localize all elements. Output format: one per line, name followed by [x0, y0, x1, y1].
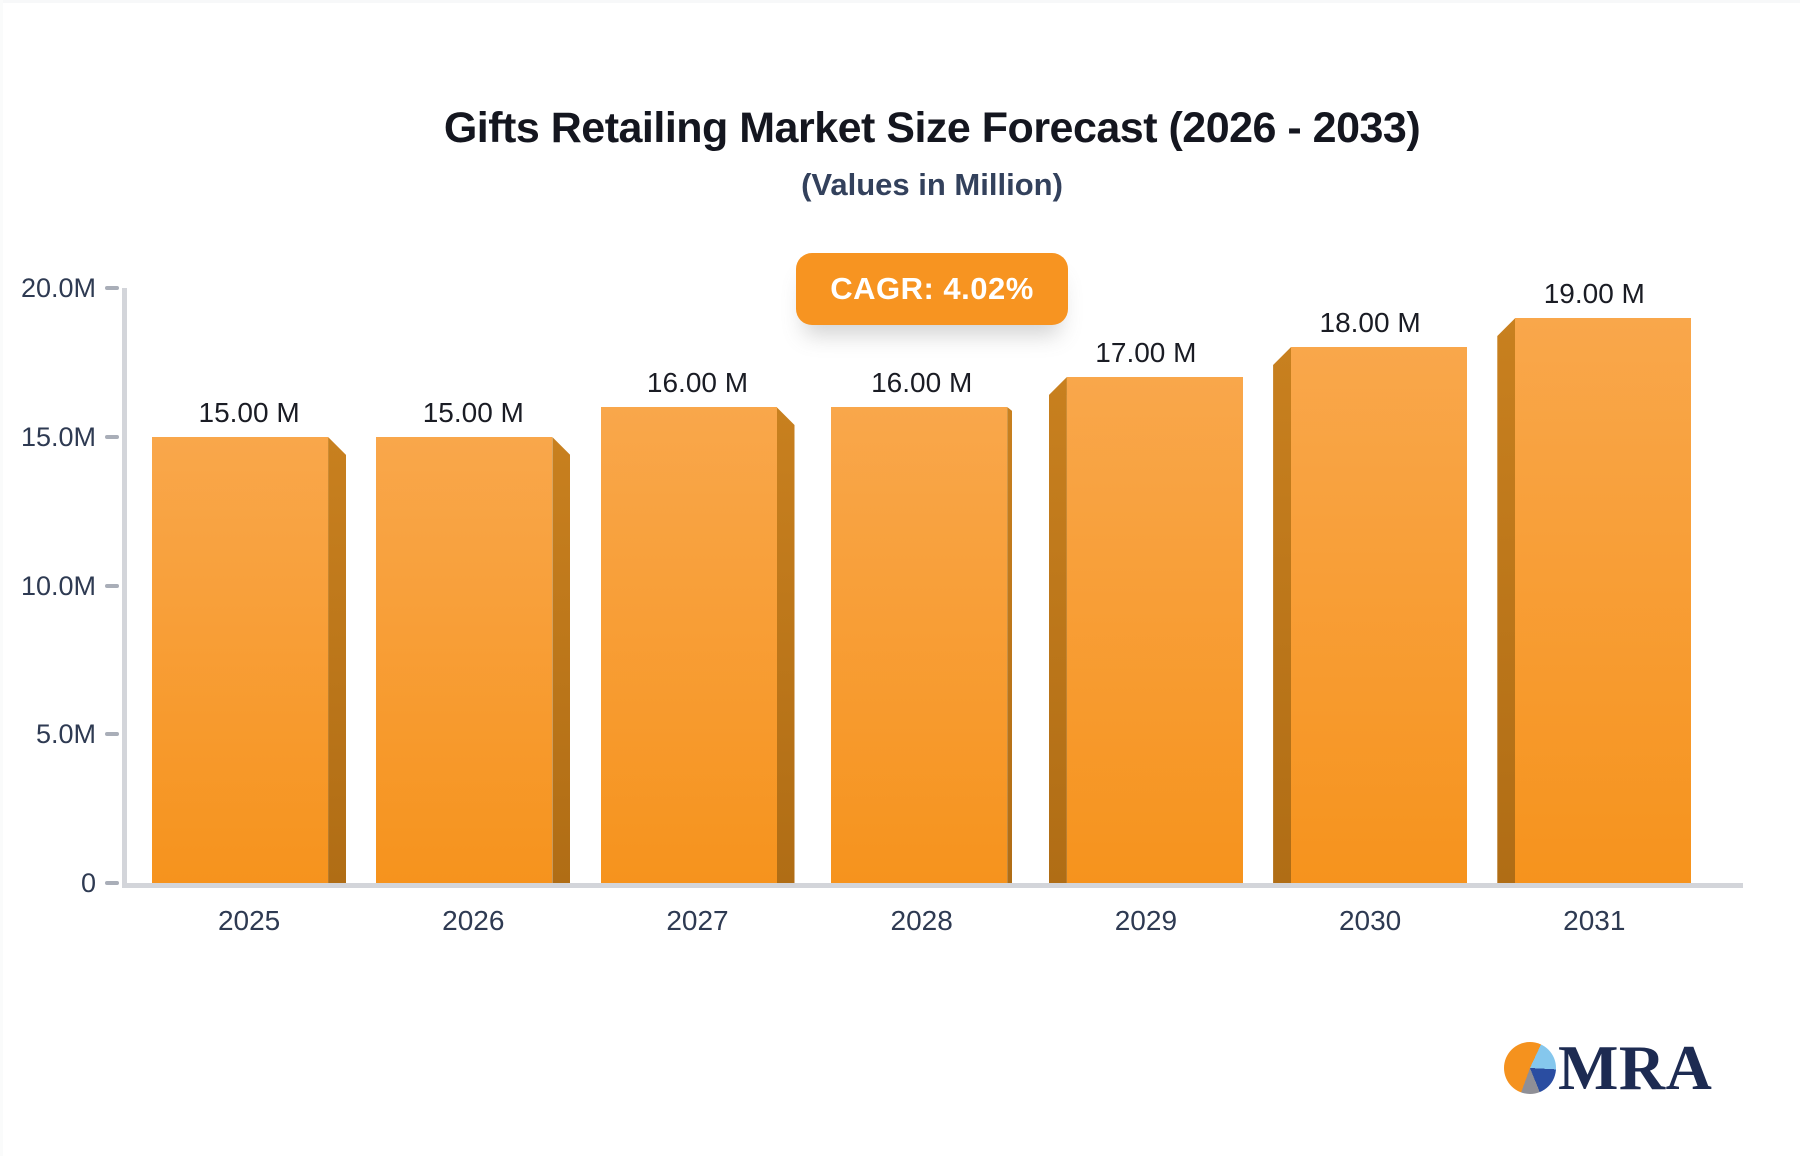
bar-face [1515, 318, 1692, 883]
canvas-edge-left [0, 0, 3, 1156]
x-axis-label-2028: 2028 [890, 905, 953, 936]
bar-side-face [776, 407, 795, 883]
canvas-edge-top [0, 0, 1800, 3]
bar-side-face [1048, 377, 1067, 883]
bar-face [1291, 347, 1468, 883]
bar-side-face [328, 437, 347, 883]
y-axis-tick [105, 881, 119, 885]
bar-value-label: 16.00 M [871, 367, 973, 398]
bar-face [831, 407, 1008, 883]
x-axis-label-2025: 2025 [217, 905, 281, 936]
y-axis-line [122, 288, 127, 888]
pie-chart-logo-icon [1504, 1042, 1556, 1094]
bar-2031: 19.00 M [1497, 278, 1692, 883]
bar-face [152, 437, 329, 883]
bar-face [1066, 377, 1243, 883]
bar-value-label: 15.00 M [422, 397, 524, 428]
bar-side-face [1497, 318, 1516, 883]
y-axis-label: 0 [80, 868, 96, 898]
x-axis: 2025 2026 2027 2028 2029 2030 2031 [0, 905, 1800, 945]
bar-value-label: 19.00 M [1543, 278, 1645, 309]
bar-side-face [1273, 347, 1292, 883]
bar-2026: 15.00 M [376, 397, 571, 883]
x-axis-label-2029: 2029 [1114, 905, 1178, 936]
chart-subtitle: (Values in Million) [801, 167, 1063, 202]
bar-value-label: 18.00 M [1319, 307, 1421, 338]
y-axis-label: 15.0M [20, 422, 96, 452]
y-axis-label: 10.0M [20, 571, 96, 601]
x-axis-line [122, 883, 1743, 888]
cagr-badge: CAGR: 4.02% [796, 253, 1068, 325]
y-axis-label: 5.0M [35, 719, 96, 749]
brand-logo: MRA [1504, 1032, 1713, 1103]
bar-2030: 18.00 M [1273, 307, 1468, 883]
chart-title: Gifts Retailing Market Size Forecast (20… [443, 104, 1421, 152]
y-axis-tick [105, 435, 119, 439]
bar-value-label: 16.00 M [646, 367, 749, 398]
x-axis-label-2031: 2031 [1563, 905, 1626, 936]
logo-text: MRA [1558, 1032, 1713, 1103]
plot-area: 20.0M 15.0M 10.0M 5.0M 0 15.00 M 15.00 M 16.00… [20, 273, 1743, 898]
bar-2028: 16.00 M [831, 367, 1013, 883]
bar-2025: 15.00 M [152, 397, 347, 883]
bar-2029: 17.00 M [1048, 337, 1243, 883]
y-axis-tick [105, 584, 119, 588]
y-axis-tick [105, 732, 119, 736]
bar-value-label: 17.00 M [1095, 337, 1197, 368]
bar-side-face [552, 437, 571, 883]
bar-side-face [1007, 407, 1013, 883]
bar-face [600, 407, 777, 883]
bar-face [376, 437, 553, 883]
x-axis-label-2026: 2026 [442, 905, 505, 936]
y-axis-label: 20.0M [20, 273, 96, 303]
x-axis-label-2030: 2030 [1338, 905, 1402, 936]
bar-value-label: 15.00 M [198, 397, 300, 428]
x-axis-label-2027: 2027 [666, 905, 729, 936]
bar-2027: 16.00 M [600, 367, 795, 883]
y-axis-tick [105, 286, 119, 290]
